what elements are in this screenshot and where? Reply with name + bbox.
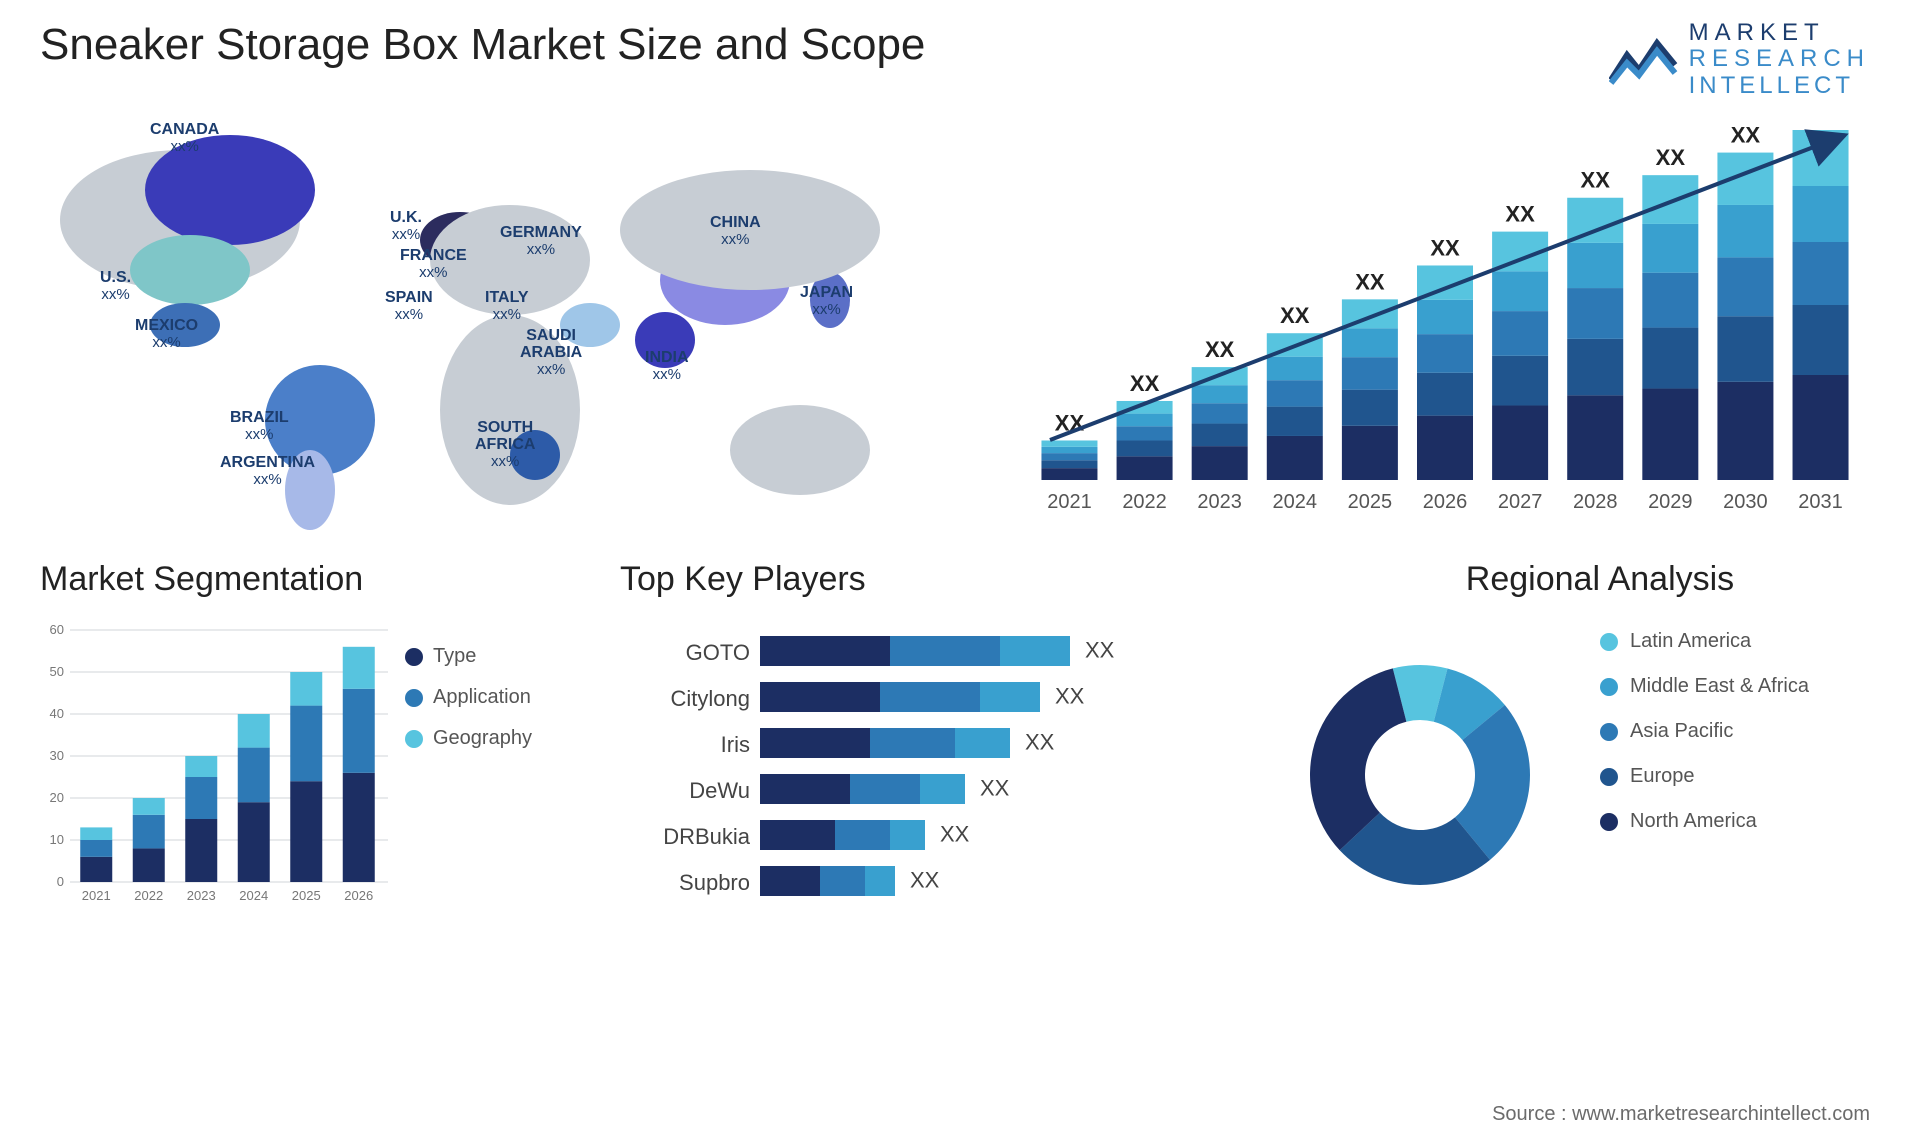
map-label: BRAZILxx% [230, 410, 289, 444]
regional-donut [1270, 620, 1570, 920]
legend-swatch-icon [1600, 633, 1618, 651]
svg-text:2025: 2025 [292, 888, 321, 903]
svg-text:2023: 2023 [1197, 491, 1242, 513]
svg-text:XX: XX [1085, 638, 1115, 663]
player-name: Iris [620, 722, 750, 768]
brand-logo: MARKET RESEARCH INTELLECT [1609, 20, 1870, 99]
svg-text:2024: 2024 [239, 888, 268, 903]
players-chart: XXXXXXXXXXXX [760, 630, 1270, 910]
svg-text:XX: XX [940, 822, 970, 847]
player-name: DeWu [620, 768, 750, 814]
legend-item: Application [405, 686, 532, 709]
map-label: CANADAxx% [150, 122, 219, 156]
svg-text:2027: 2027 [1498, 491, 1543, 513]
legend-swatch-icon [405, 730, 423, 748]
regional-block: Regional Analysis Latin America Middle Ea… [1300, 560, 1900, 920]
legend-item: Latin America [1600, 630, 1809, 653]
legend-swatch-icon [1600, 723, 1618, 741]
legend-swatch-icon [405, 689, 423, 707]
svg-text:2031: 2031 [1798, 491, 1843, 513]
map-label: FRANCExx% [400, 248, 467, 282]
segmentation-chart: 0 10 20 30 40 50 60 2021 2022 2023 2024 2025 2026 [40, 620, 390, 910]
svg-text:XX: XX [910, 868, 940, 893]
svg-text:XX: XX [1355, 269, 1385, 294]
svg-text:10: 10 [50, 832, 64, 847]
player-name: Citylong [620, 676, 750, 722]
world-map-block: CANADAxx% U.S.xx%MEXICOxx% BRAZILxx% ARGENT… [30, 110, 950, 530]
players-title: Top Key Players [620, 560, 1280, 599]
svg-text:XX: XX [1280, 303, 1310, 328]
svg-text:XX: XX [1656, 145, 1686, 170]
source-line: Source : www.marketresearchintellect.com [1492, 1103, 1870, 1126]
players-name-column: GOTOCitylongIrisDeWuDRBukiaSupbro [620, 630, 750, 906]
logo-line-1: MARKET [1689, 20, 1870, 46]
svg-text:2030: 2030 [1723, 491, 1768, 513]
svg-text:2021: 2021 [1047, 491, 1092, 513]
svg-text:60: 60 [50, 622, 64, 637]
map-label: U.S.xx% [100, 270, 131, 304]
player-name: GOTO [620, 630, 750, 676]
svg-text:XX: XX [1055, 684, 1085, 709]
logo-line-3: INTELLECT [1689, 73, 1870, 99]
player-name: Supbro [620, 860, 750, 906]
svg-text:XX: XX [1806, 120, 1836, 125]
regional-title: Regional Analysis [1300, 560, 1900, 599]
segmentation-legend: Type Application Geography [405, 645, 532, 768]
svg-text:40: 40 [50, 706, 64, 721]
map-label: INDIAxx% [645, 350, 689, 384]
map-label: SOUTHAFRICAxx% [475, 420, 535, 470]
svg-text:2025: 2025 [1348, 491, 1393, 513]
map-label: U.K.xx% [390, 210, 422, 244]
svg-text:2022: 2022 [134, 888, 163, 903]
segmentation-title: Market Segmentation [40, 560, 560, 599]
legend-item: North America [1600, 810, 1809, 833]
segmentation-block: Market Segmentation 0 10 20 30 40 50 60 2021 202… [40, 560, 560, 920]
svg-text:XX: XX [1581, 168, 1611, 193]
legend-item: Middle East & Africa [1600, 675, 1809, 698]
map-label: ITALYxx% [485, 290, 529, 324]
svg-text:XX: XX [1430, 235, 1460, 260]
svg-text:30: 30 [50, 748, 64, 763]
svg-text:2028: 2028 [1573, 491, 1618, 513]
svg-text:XX: XX [1505, 202, 1535, 227]
svg-text:0: 0 [57, 874, 64, 889]
player-name: DRBukia [620, 814, 750, 860]
logo-mark-icon [1609, 35, 1679, 85]
svg-text:2026: 2026 [1423, 491, 1468, 513]
legend-swatch-icon [1600, 678, 1618, 696]
logo-line-2: RESEARCH [1689, 46, 1870, 72]
regional-legend: Latin America Middle East & Africa Asia Pa… [1600, 630, 1809, 855]
svg-text:2022: 2022 [1122, 491, 1167, 513]
svg-text:2026: 2026 [344, 888, 373, 903]
svg-text:20: 20 [50, 790, 64, 805]
svg-text:2021: 2021 [82, 888, 111, 903]
svg-text:2029: 2029 [1648, 491, 1693, 513]
map-label: GERMANYxx% [500, 225, 582, 259]
legend-swatch-icon [1600, 813, 1618, 831]
players-block: Top Key Players GOTOCitylongIrisDeWuDRBu… [620, 560, 1280, 920]
growth-chart: XX 2021 XX 2022 XX 2023 XX 2024 XX 2025 XX 2026 XX 20… [1030, 120, 1860, 520]
map-label: MEXICOxx% [135, 318, 198, 352]
legend-item: Geography [405, 727, 532, 750]
map-label: CHINAxx% [710, 215, 761, 249]
legend-item: Europe [1600, 765, 1809, 788]
legend-swatch-icon [405, 648, 423, 666]
svg-text:50: 50 [50, 664, 64, 679]
map-label: SPAINxx% [385, 290, 433, 324]
legend-item: Asia Pacific [1600, 720, 1809, 743]
legend-item: Type [405, 645, 532, 668]
map-label: ARGENTINAxx% [220, 455, 315, 489]
svg-text:2023: 2023 [187, 888, 216, 903]
page-title: Sneaker Storage Box Market Size and Scop… [40, 20, 925, 70]
svg-text:XX: XX [1025, 730, 1055, 755]
svg-text:XX: XX [1205, 337, 1235, 362]
map-label: JAPANxx% [800, 285, 853, 319]
svg-text:XX: XX [980, 776, 1010, 801]
legend-swatch-icon [1600, 768, 1618, 786]
map-label: SAUDIARABIAxx% [520, 328, 582, 378]
svg-text:2024: 2024 [1273, 491, 1318, 513]
svg-text:XX: XX [1731, 123, 1761, 148]
svg-text:XX: XX [1130, 371, 1160, 396]
